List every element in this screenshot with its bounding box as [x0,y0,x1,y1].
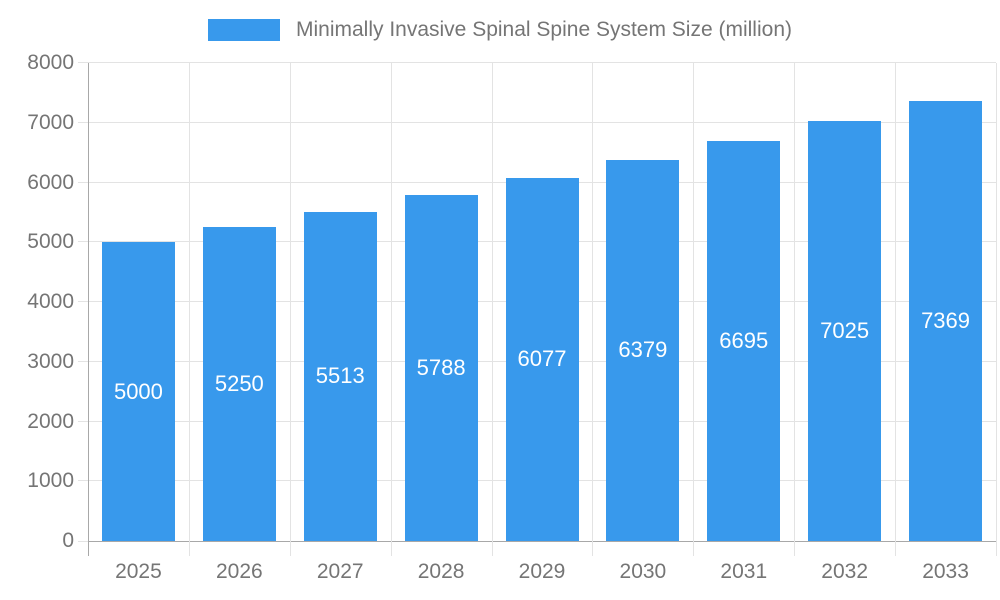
legend-swatch [207,19,280,41]
x-gridline [290,63,291,556]
bar-value-label: 5788 [416,355,466,381]
x-gridline [189,63,190,556]
y-tick-label: 2000 [27,409,74,433]
x-tick-label: 2025 [115,560,162,583]
y-tick-label: 6000 [27,170,74,194]
y-tick-label: 4000 [27,290,74,313]
y-tick-mark [78,62,88,63]
bar-value-label: 7025 [820,318,870,344]
x-tick-label: 2027 [316,560,364,583]
y-tick-label: 0 [62,529,74,552]
x-axis-line [88,541,996,542]
x-gridline [391,63,392,556]
x-tick-label: 2030 [619,560,667,583]
bar-value-label: 5000 [113,378,163,404]
x-tick-label: 2028 [417,560,465,583]
y-tick-mark [78,480,88,482]
bar: 5000 [101,242,175,541]
x-gridline [592,63,593,556]
y-tick-label: 3000 [27,349,74,373]
bar: 6379 [606,159,680,541]
bar-value-label: 6379 [618,337,668,363]
x-tick-label: 2029 [518,560,566,583]
x-tick-label: 2033 [922,560,969,583]
y-tick-mark [78,301,88,302]
x-gridline [996,63,997,556]
y-tick-label: 1000 [27,469,74,493]
y-tick-mark [78,181,88,183]
y-axis-line [88,63,89,556]
bar-value-label: 6695 [719,327,769,353]
bar: 5250 [202,227,276,541]
y-tick-mark [78,121,88,123]
x-gridline [794,63,795,556]
bar: 7025 [808,121,882,541]
bar: 6695 [707,140,781,541]
bar: 6077 [505,177,579,541]
y-tick-mark [78,420,88,422]
legend-label: Minimally Invasive Spinal Spine System S… [295,18,792,41]
bar-value-label: 6077 [517,346,567,372]
x-tick-label: 2026 [215,560,263,583]
bar-value-label: 5513 [315,363,365,389]
bar-value-label: 5250 [214,371,264,397]
y-tick-mark [78,241,88,243]
x-tick-label: 2031 [720,560,768,583]
bar: 5788 [404,195,478,541]
plot-area: 5000 5250 5513 5788 6077 6379 6695 7025 7369 [78,62,997,556]
x-tick-label: 2032 [821,560,869,583]
y-tick-label: 5000 [27,230,74,254]
bar: 7369 [909,100,983,541]
y-tick-label: 7000 [27,110,74,134]
y-tick-label: 8000 [27,51,74,74]
x-gridline [895,63,896,556]
y-gridline [88,121,996,123]
y-gridline [88,62,996,63]
legend: Minimally Invasive Spinal Spine System S… [0,18,1000,42]
y-tick-mark [78,360,88,362]
y-tick-mark [78,541,88,542]
bar-value-label: 7369 [921,307,971,333]
x-gridline [693,63,694,556]
bar: 5513 [303,211,377,541]
x-gridline [492,63,493,556]
